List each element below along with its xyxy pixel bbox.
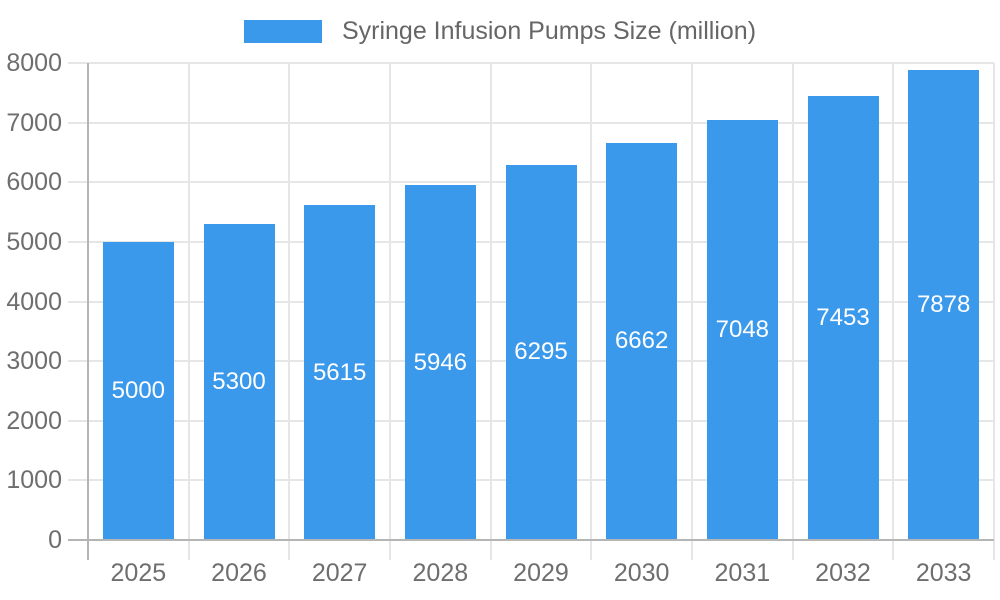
x-axis-tick — [892, 540, 895, 560]
y-axis-tick — [68, 121, 88, 124]
y-axis-tick — [68, 479, 88, 482]
x-axis-tick — [993, 540, 995, 560]
x-tick-label: 2028 — [412, 559, 469, 587]
bar-value-label: 7878 — [916, 291, 971, 319]
y-tick-label: 4000 — [6, 287, 62, 316]
x-tick-label: 2030 — [613, 559, 670, 587]
y-axis-tick — [68, 62, 88, 64]
x-tick-label: 2029 — [513, 559, 569, 587]
bar — [606, 142, 678, 540]
bar-value-label: 7453 — [816, 303, 870, 331]
bar-value-label: 6662 — [614, 327, 669, 355]
y-gridline — [88, 62, 994, 64]
x-tick-label: 2025 — [110, 559, 167, 587]
x-axis-tick — [187, 540, 190, 560]
y-axis-tick — [68, 240, 88, 243]
x-gridline — [993, 63, 995, 540]
bar — [807, 95, 879, 540]
x-axis-tick — [288, 540, 291, 560]
y-axis-tick — [68, 360, 88, 363]
y-tick-label: 2000 — [6, 406, 62, 435]
bar-value-label: 5000 — [111, 376, 166, 404]
y-axis-tick — [68, 181, 88, 184]
x-tick-label: 2026 — [211, 559, 267, 587]
x-axis-tick — [791, 540, 794, 560]
x-gridline — [791, 63, 794, 540]
legend-swatch — [243, 19, 322, 43]
y-tick-label: 1000 — [6, 466, 62, 495]
y-tick-label: 3000 — [6, 347, 62, 376]
x-tick-label: 2033 — [915, 559, 972, 587]
bar — [505, 164, 577, 540]
bar-value-label: 5300 — [212, 367, 266, 395]
chart-legend: Syringe Infusion Pumps Size (million) — [0, 16, 1000, 46]
bar — [908, 70, 980, 540]
x-axis-tick — [389, 540, 391, 560]
bar-value-label: 5615 — [312, 358, 367, 386]
bar — [706, 119, 778, 540]
y-tick-label: 0 — [48, 526, 62, 554]
x-axis-tick — [691, 540, 693, 560]
y-axis-tick — [68, 300, 88, 303]
bar — [404, 185, 476, 540]
x-axis-line — [68, 539, 994, 541]
x-gridline — [288, 63, 291, 540]
x-gridline — [489, 63, 492, 540]
x-axis-tick — [489, 540, 492, 560]
x-tick-label: 2027 — [311, 559, 368, 587]
x-gridline — [187, 63, 190, 540]
y-gridline — [88, 121, 994, 124]
legend-label: Syringe Infusion Pumps Size (million) — [341, 16, 757, 45]
bar-value-label: 6295 — [514, 338, 568, 366]
x-tick-label: 2032 — [815, 559, 871, 587]
y-tick-label: 7000 — [6, 108, 62, 137]
y-axis-line — [87, 63, 89, 560]
y-tick-label: 5000 — [6, 227, 62, 256]
x-gridline — [389, 63, 391, 540]
x-gridline — [892, 63, 895, 540]
y-tick-label: 8000 — [6, 49, 62, 77]
x-gridline — [590, 63, 593, 540]
x-tick-label: 2031 — [714, 559, 771, 587]
bar-value-label: 5946 — [413, 348, 468, 376]
x-gridline — [691, 63, 693, 540]
x-axis-tick — [590, 540, 593, 560]
bar-value-label: 7048 — [715, 315, 770, 343]
bar — [203, 223, 275, 540]
y-axis-tick — [68, 419, 88, 422]
y-tick-label: 6000 — [6, 168, 62, 197]
bar — [102, 241, 174, 540]
bar — [304, 205, 376, 540]
